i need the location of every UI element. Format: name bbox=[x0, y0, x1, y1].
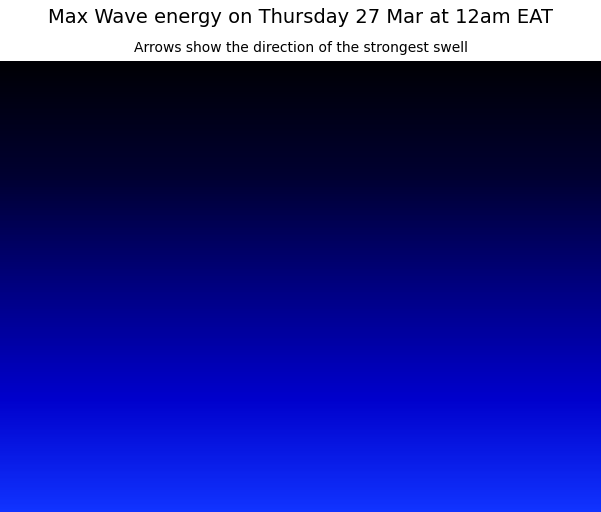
Text: Arrows show the direction of the strongest swell: Arrows show the direction of the stronge… bbox=[133, 41, 468, 55]
Text: Max Wave energy on Thursday 27 Mar at 12am EAT: Max Wave energy on Thursday 27 Mar at 12… bbox=[48, 8, 553, 27]
